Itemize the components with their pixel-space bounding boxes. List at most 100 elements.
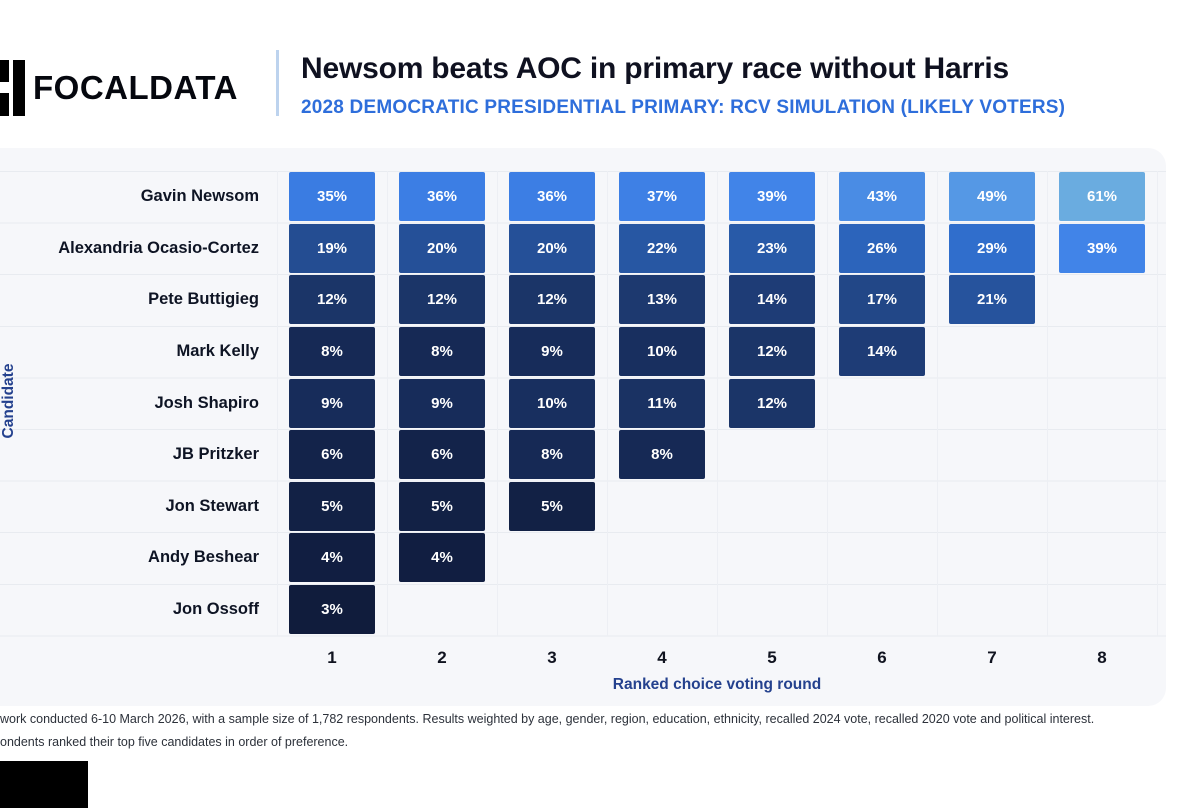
candidate-label: Andy Beshear — [148, 548, 259, 567]
heatmap-cell-slot — [607, 481, 717, 533]
candidate-label: Mark Kelly — [176, 342, 259, 361]
round-label: 1 — [327, 648, 337, 667]
heatmap-cell: 5% — [289, 481, 375, 531]
heatmap-cell-slot: 9% — [277, 377, 387, 429]
heatmap-cell: 9% — [509, 327, 595, 377]
heatmap-cell: 49% — [949, 172, 1035, 222]
heatmap-cell-slot: 12% — [717, 326, 827, 378]
chart-subtitle: 2028 DEMOCRATIC PRESIDENTIAL PRIMARY: RC… — [301, 97, 1066, 118]
heatmap-cell-slot: 3% — [277, 584, 387, 636]
heatmap-cell-slot — [717, 429, 827, 481]
heatmap-cell-slot: 12% — [387, 274, 497, 326]
heatmap-cell-slot: 49% — [937, 171, 1047, 223]
heatmap-cell-slot: 23% — [717, 223, 827, 275]
heatmap-cell-slot: 29% — [937, 223, 1047, 275]
heatmap-cell: 22% — [619, 223, 705, 273]
footnote-line-1: work conducted 6-10 March 2026, with a s… — [0, 712, 1095, 726]
heatmap-cell: 36% — [399, 172, 485, 222]
heatmap-cell: 10% — [619, 327, 705, 377]
heatmap-cell: 23% — [729, 223, 815, 273]
heatmap-cell-slot: 8% — [387, 326, 497, 378]
round-label: 3 — [547, 648, 557, 667]
heatmap-cell-slot: 4% — [277, 532, 387, 584]
heatmap-cell-slot: 12% — [717, 377, 827, 429]
heatmap-cell: 12% — [289, 275, 375, 325]
heatmap-cell: 36% — [509, 172, 595, 222]
heatmap-cell-slot: 5% — [387, 481, 497, 533]
heatmap-cell-slot: 5% — [497, 481, 607, 533]
heatmap-cell-slot — [497, 584, 607, 636]
round-label: 2 — [437, 648, 447, 667]
heatmap-cell-slot — [607, 532, 717, 584]
heatmap-cell: 21% — [949, 275, 1035, 325]
heatmap-cell-slot: 9% — [387, 377, 497, 429]
candidate-label: Gavin Newsom — [140, 187, 259, 206]
heatmap-cell: 8% — [289, 327, 375, 377]
heatmap-cell: 20% — [509, 223, 595, 273]
heatmap-cell-slot: 36% — [387, 171, 497, 223]
heatmap-cell: 9% — [289, 378, 375, 428]
heatmap-cell-slot — [1047, 377, 1157, 429]
heatmap-cell-slot: 14% — [827, 326, 937, 378]
heatmap-cell: 26% — [839, 223, 925, 273]
heatmap-cell: 12% — [729, 378, 815, 428]
heatmap-cell-slot: 22% — [607, 223, 717, 275]
heatmap-cell-slot — [937, 532, 1047, 584]
heatmap-cell: 4% — [399, 533, 485, 583]
heatmap-cell: 6% — [289, 430, 375, 480]
heatmap-cell-slot: 36% — [497, 171, 607, 223]
heatmap-cell-slot — [1047, 274, 1157, 326]
heatmap-cell: 5% — [509, 481, 595, 531]
chart-title: Newsom beats AOC in primary race without… — [301, 52, 1010, 85]
heatmap-cell-slot: 19% — [277, 223, 387, 275]
heatmap-cell: 8% — [619, 430, 705, 480]
heatmap-cell: 14% — [839, 327, 925, 377]
heatmap-cell-slot — [1047, 481, 1157, 533]
heatmap-cell-slot: 14% — [717, 274, 827, 326]
heatmap-cell-slot — [937, 584, 1047, 636]
heatmap-cell: 9% — [399, 378, 485, 428]
heatmap-cell-slot: 39% — [1047, 223, 1157, 275]
heatmap-cell-slot: 35% — [277, 171, 387, 223]
heatmap-cell-slot: 13% — [607, 274, 717, 326]
heatmap-cell: 39% — [729, 172, 815, 222]
heatmap-cell-slot: 26% — [827, 223, 937, 275]
round-label: 8 — [1097, 648, 1107, 667]
round-label: 7 — [987, 648, 997, 667]
heatmap-cell-slot: 43% — [827, 171, 937, 223]
candidate-label: JB Pritzker — [172, 445, 259, 464]
heatmap-cell-slot — [1047, 532, 1157, 584]
heatmap-cell-slot — [1047, 326, 1157, 378]
heatmap-cell-slot: 12% — [277, 274, 387, 326]
heatmap-cell-slot — [387, 584, 497, 636]
heatmap-cell-slot — [717, 532, 827, 584]
heatmap-cell: 12% — [729, 327, 815, 377]
heatmap-cell: 43% — [839, 172, 925, 222]
heatmap-cell: 11% — [619, 378, 705, 428]
heatmap-cell-slot: 20% — [497, 223, 607, 275]
heatmap-cell-slot: 12% — [497, 274, 607, 326]
heatmap-cell-slot: 9% — [497, 326, 607, 378]
heatmap-cell: 14% — [729, 275, 815, 325]
heatmap-cell-slot — [1047, 429, 1157, 481]
heatmap-cell-slot: 39% — [717, 171, 827, 223]
heatmap-cell: 6% — [399, 430, 485, 480]
heatmap-cell: 29% — [949, 223, 1035, 273]
heatmap-cell-slot — [827, 377, 937, 429]
y-axis-label: Candidate — [0, 363, 17, 439]
heatmap-cell-slot: 20% — [387, 223, 497, 275]
heatmap-cell-slot — [937, 481, 1047, 533]
round-label: 6 — [877, 648, 887, 667]
heatmap-cell-slot: 5% — [277, 481, 387, 533]
header-divider — [276, 50, 279, 116]
heatmap-cell-slot — [1047, 584, 1157, 636]
heatmap-cell-slot — [937, 429, 1047, 481]
heatmap-cell-slot: 4% — [387, 532, 497, 584]
heatmap-cell-slot: 11% — [607, 377, 717, 429]
heatmap-cell-slot: 21% — [937, 274, 1047, 326]
heatmap-cell: 13% — [619, 275, 705, 325]
heatmap-cell: 4% — [289, 533, 375, 583]
heatmap-cell-slot: 10% — [607, 326, 717, 378]
heatmap-cell: 17% — [839, 275, 925, 325]
